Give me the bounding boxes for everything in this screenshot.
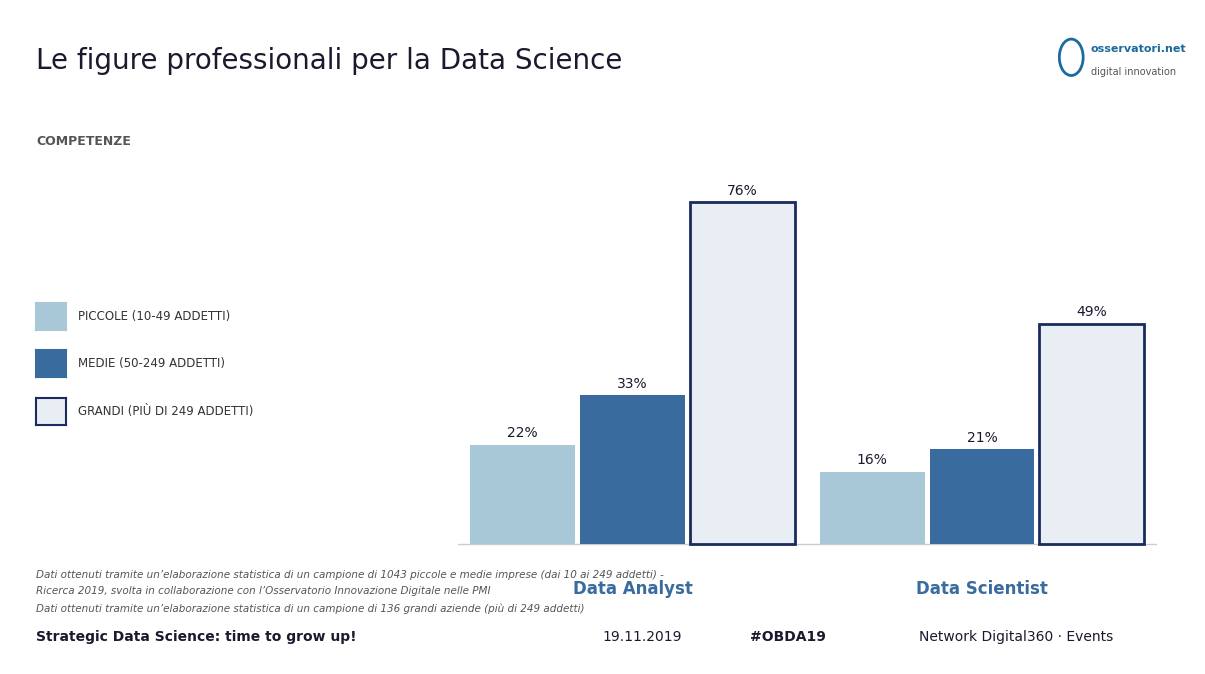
Text: 33%: 33% [617,377,648,391]
Text: 16%: 16% [857,454,888,467]
Text: Strategic Data Science: time to grow up!: Strategic Data Science: time to grow up! [36,630,357,644]
Bar [1040,324,1145,544]
Bar [819,472,924,544]
Text: Data Scientist: Data Scientist [916,580,1048,598]
Text: y: y [727,632,734,645]
Text: 22%: 22% [507,427,539,440]
Text: PICCOLE (10-49 ADDETTI): PICCOLE (10-49 ADDETTI) [78,310,230,324]
Text: MEDIE (50-249 ADDETTI): MEDIE (50-249 ADDETTI) [78,357,225,371]
Text: 19.11.2019: 19.11.2019 [602,630,682,644]
Text: digital innovation: digital innovation [1091,67,1176,78]
Text: Data Analyst: Data Analyst [572,580,693,598]
Text: Le figure professionali per la Data Science: Le figure professionali per la Data Scie… [36,47,623,75]
Text: 21%: 21% [966,431,998,445]
Text: GRANDI (PIÙ DI 249 ADDETTI): GRANDI (PIÙ DI 249 ADDETTI) [78,404,254,418]
Text: COMPETENZE: COMPETENZE [36,135,131,148]
Bar [470,445,575,544]
Bar [930,450,1034,544]
Text: Dati ottenuti tramite un’elaborazione statistica di un campione di 136 grandi az: Dati ottenuti tramite un’elaborazione st… [36,603,584,614]
Text: Ricerca 2019, svolta in collaborazione con l’Osservatorio Innovazione Digitale n: Ricerca 2019, svolta in collaborazione c… [36,586,490,596]
Text: Network Digital360 · Events: Network Digital360 · Events [919,630,1113,644]
Text: osservatori.net: osservatori.net [1091,44,1186,54]
Bar [581,396,684,544]
Bar [690,202,795,544]
Text: 76%: 76% [727,184,758,197]
Text: #OBDA19: #OBDA19 [750,630,825,644]
Text: 49%: 49% [1076,305,1107,319]
Text: Dati ottenuti tramite un’elaborazione statistica di un campione di 1043 piccole : Dati ottenuti tramite un’elaborazione st… [36,570,664,580]
